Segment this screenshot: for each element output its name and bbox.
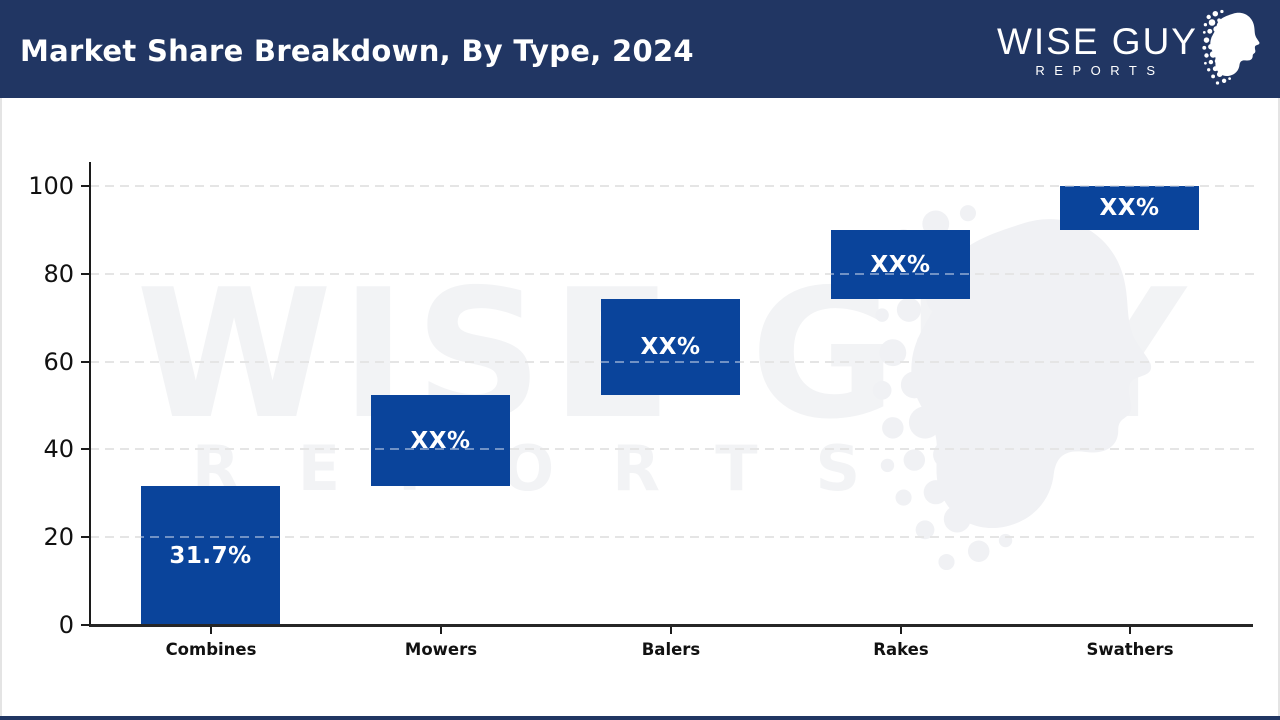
bar-swathers: XX%: [1060, 186, 1199, 230]
gridline-overlay: [90, 361, 1255, 363]
y-axis-line: [89, 162, 91, 627]
y-tick-mark: [81, 536, 90, 538]
y-tick-label: 100: [28, 172, 74, 200]
gridline: [90, 536, 1255, 538]
y-tick-label: 20: [43, 523, 74, 551]
bar-combines: 31.7%: [141, 486, 280, 625]
gridline-overlay: [90, 185, 1255, 187]
logo-wordmark: WISE GUY: [996, 20, 1198, 62]
logo-subtitle: REPORTS: [1035, 62, 1165, 78]
footer-bar: [0, 716, 1280, 720]
x-tick-mark: [1129, 627, 1131, 634]
bar-rakes: XX%: [831, 230, 970, 299]
bar-value-label: XX%: [410, 427, 471, 454]
x-tick-mark: [210, 627, 212, 634]
left-border: [0, 98, 2, 716]
y-tick-mark: [81, 624, 90, 626]
y-tick-label: 40: [43, 435, 74, 463]
bar-value-label: 31.7%: [169, 542, 252, 569]
wiseguy-face-icon: [1200, 6, 1268, 94]
y-tick-label: 0: [58, 611, 74, 639]
right-border: [1278, 98, 1280, 716]
gridline: [90, 273, 1255, 275]
y-tick-label: 80: [43, 260, 74, 288]
page-title: Market Share Breakdown, By Type, 2024: [20, 34, 694, 68]
bar-value-label: XX%: [640, 334, 701, 360]
x-axis-label: Mowers: [404, 640, 478, 659]
gridline-overlay: [90, 273, 1255, 275]
y-tick-mark: [81, 361, 90, 363]
y-tick-mark: [81, 273, 90, 275]
gridline-overlay: [90, 536, 1255, 538]
gridline-overlay: [90, 448, 1255, 450]
x-axis-label: Combines: [165, 640, 257, 659]
logo: WISE GUY REPORTS: [997, 6, 1268, 94]
x-tick-mark: [900, 627, 902, 634]
x-axis-label: Balers: [641, 640, 701, 659]
y-tick-mark: [81, 448, 90, 450]
watermark-subtitle: REPORTS: [192, 432, 919, 505]
x-axis-label: Swathers: [1086, 640, 1174, 659]
bar-value-label: XX%: [870, 251, 931, 278]
header-bar: Market Share Breakdown, By Type, 2024 WI…: [0, 0, 1280, 98]
gridline: [90, 448, 1255, 450]
y-tick-label: 60: [43, 348, 74, 376]
gridline: [90, 185, 1255, 187]
x-axis-line: [89, 624, 1253, 627]
bar-value-label: XX%: [1099, 195, 1160, 221]
logo-text: WISE GUY REPORTS: [997, 23, 1198, 78]
x-tick-mark: [440, 627, 442, 634]
x-axis-label: Rakes: [873, 640, 929, 659]
bar-mowers: XX%: [371, 395, 510, 486]
y-tick-mark: [81, 185, 90, 187]
bar-balers: XX%: [601, 299, 740, 395]
x-tick-mark: [670, 627, 672, 634]
